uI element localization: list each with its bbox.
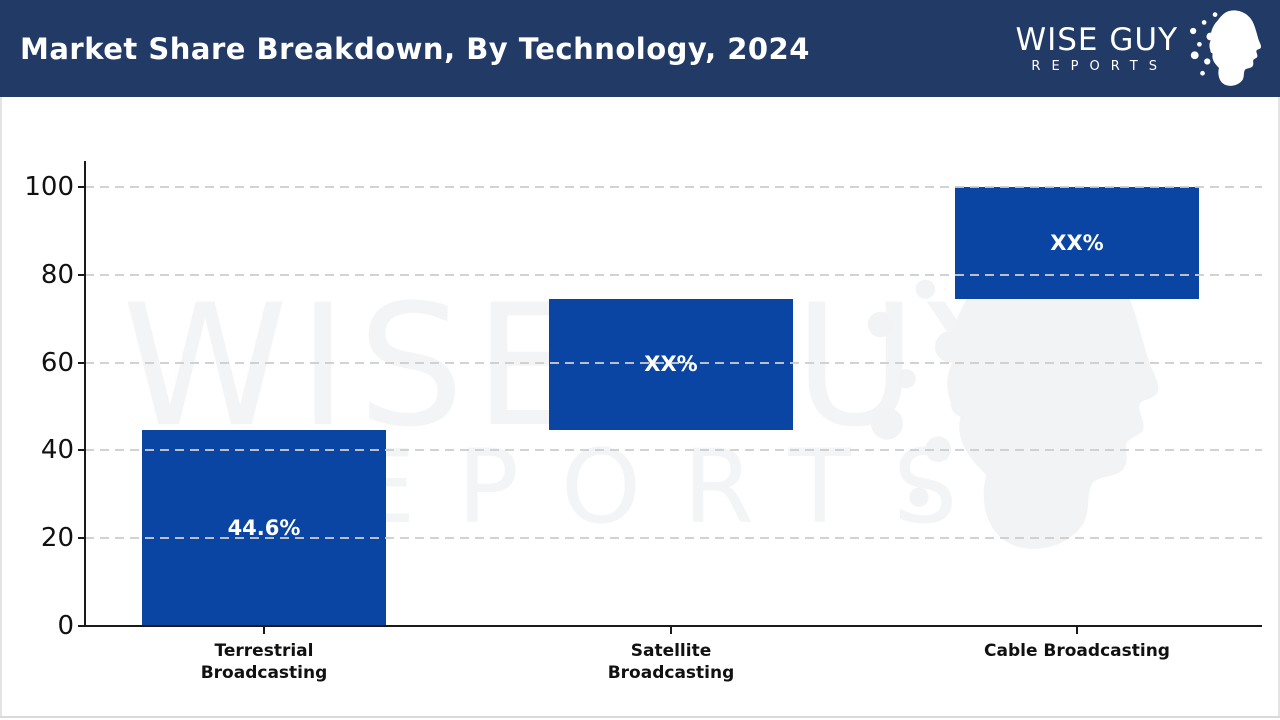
category-label-1: Satellite Broadcasting [607, 641, 735, 684]
bar-satellite-broadcasting [549, 298, 793, 431]
gridline-100 [85, 186, 1262, 188]
category-label-0: Terrestrial Broadcasting [200, 641, 328, 684]
y-axis-tick-40 [78, 449, 85, 452]
bar-terrestrial-broadcasting [142, 430, 386, 626]
y-axis-tick-80 [78, 273, 85, 276]
gridline-40 [85, 449, 1262, 452]
bar-value-label: XX% [1050, 230, 1104, 255]
header-bar: Market Share Breakdown, By Technology, 2… [0, 0, 1280, 97]
chart-plot-area: 0 20 40 60 80 100 44.6% Terrestrial Broadcastin… [0, 97, 1280, 720]
logo-wordmark-line1: WISE GUY [1015, 21, 1178, 58]
y-axis-label-0: 0 [57, 611, 74, 641]
y-axis-label-60: 60 [40, 347, 74, 378]
page-title: Market Share Breakdown, By Technology, 2… [20, 31, 810, 66]
bar-value-label: 44.6% [227, 516, 301, 541]
x-axis-tick-1 [670, 627, 672, 634]
y-axis-tick-0 [78, 625, 85, 627]
brand-logo: WISE GUY REPORTS [1015, 0, 1272, 97]
y-axis-tick-100 [78, 186, 85, 188]
y-axis-tick-20 [78, 537, 85, 540]
y-axis-line [84, 160, 86, 627]
y-axis-label-20: 20 [40, 523, 74, 554]
right-border [1278, 97, 1280, 718]
y-axis-tick-60 [78, 361, 85, 364]
bar-value-label: XX% [644, 352, 698, 377]
x-axis-tick-0 [263, 627, 265, 634]
y-axis-label-80: 80 [40, 259, 74, 290]
bottom-border [0, 716, 1280, 718]
watermark-face-icon [867, 240, 1159, 549]
y-axis-label-40: 40 [40, 435, 74, 466]
bar-cable-broadcasting [955, 187, 1199, 299]
category-label-2: Cable Broadcasting [984, 641, 1170, 661]
gridline-20 [85, 537, 1262, 540]
logo-wordmark-line2: REPORTS [1031, 58, 1169, 74]
logo-wordmark: WISE GUY REPORTS [1015, 21, 1178, 74]
logo-face-icon [1190, 9, 1262, 86]
gridline-80 [85, 273, 1262, 276]
gridline-60 [85, 361, 1262, 364]
x-axis-line [84, 625, 1262, 627]
y-axis-label-100: 100 [24, 172, 74, 202]
left-border [0, 97, 2, 718]
x-axis-tick-2 [1076, 627, 1078, 634]
